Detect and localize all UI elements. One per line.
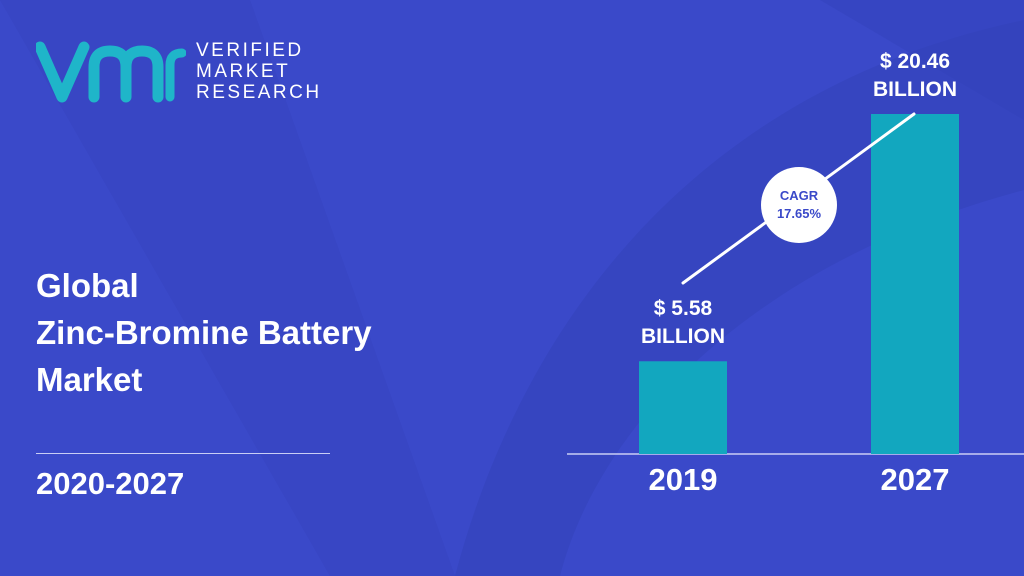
title-divider [36,453,330,454]
cagr-value: 17.65% [776,206,822,221]
bar-value-unit: BILLION [641,325,725,349]
bar-2019 [639,361,727,454]
vmr-logo-icon [36,41,186,102]
cagr-label: CAGR [779,188,819,203]
title-line-3: Market [36,361,143,398]
bar-2027 [871,114,959,454]
bar-value-unit: BILLION [873,78,957,101]
brand-logo: VERIFIED MARKET RESEARCH [36,40,322,103]
title-line-2: Zinc-Bromine Battery [36,314,372,351]
forecast-period: 2020-2027 [36,466,185,501]
brand-line-1: VERIFIED [196,40,304,61]
brand-name: VERIFIED MARKET RESEARCH [196,40,322,103]
bar-value-label-2019: $ 5.58 BILLION [623,295,743,351]
page-title: Global Zinc-Bromine Battery Market [36,262,372,403]
bar-value-label-2027: $ 20.46 BILLION [855,48,975,104]
cagr-badge: CAGR 17.65% [761,167,837,243]
brand-line-2: MARKET [196,61,291,82]
x-tick-label-2019: 2019 [648,462,718,497]
brand-line-3: RESEARCH [196,82,322,103]
title-line-1: Global [36,267,139,304]
bar-value-amount: $ 20.46 [879,50,951,73]
x-tick-label-2027: 2027 [880,462,950,497]
bar-value-amount: $ 5.58 [653,297,713,321]
